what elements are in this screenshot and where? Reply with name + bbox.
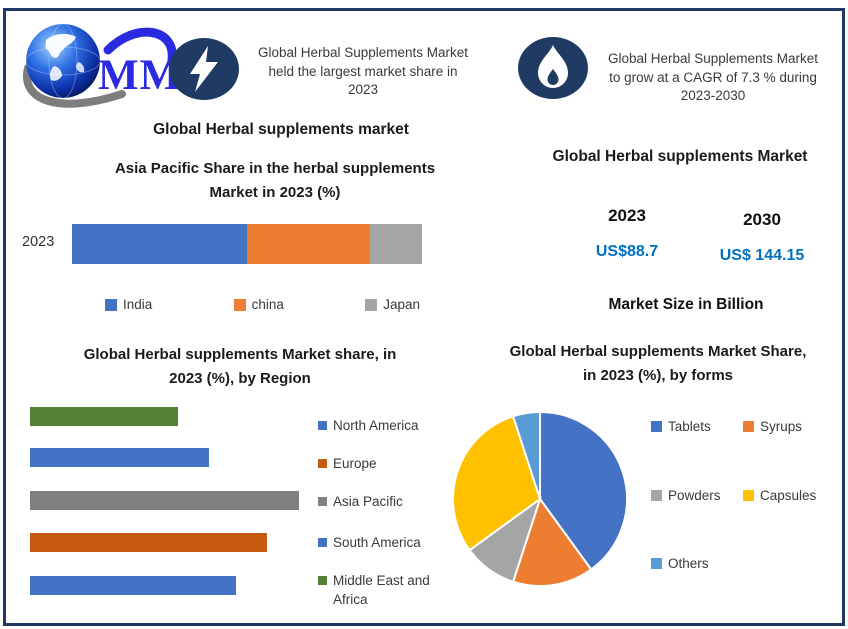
callout-line: 2023	[347, 82, 379, 97]
south-america-marker	[318, 538, 327, 547]
legend-label: Syrups	[760, 419, 803, 434]
legend-label: South America	[333, 535, 421, 550]
pie-slice-capsules	[452, 414, 542, 552]
tablets-marker	[651, 421, 662, 432]
europe-marker	[318, 459, 327, 468]
region-bar-europe	[30, 533, 267, 552]
region-bar-asia-pacific	[30, 491, 299, 510]
legend-item-syrups: Syrups	[743, 419, 802, 434]
stacked-chart-category-label: 2023	[22, 234, 55, 250]
japan-marker	[365, 298, 378, 311]
legend-item-tablets: Tablets	[651, 419, 711, 434]
capsules-marker	[743, 490, 754, 501]
pie-slice-tablets	[539, 410, 628, 571]
region-bar-plot	[30, 407, 430, 597]
left-panel-title: Global Herbal supplements market	[153, 121, 409, 138]
callout-largest-share: Global Herbal Supplements Market held the…	[243, 44, 483, 100]
globe-icon	[25, 23, 101, 99]
stacked-segment-japan	[369, 224, 422, 264]
stacked-chart-title: Asia Pacific Share in the herbal supplem…	[114, 160, 436, 201]
region-bar-north-america	[30, 576, 236, 595]
legend-item-india: India	[105, 297, 152, 312]
year-2023-value: US$88.7	[595, 243, 659, 260]
india-marker	[105, 298, 117, 311]
legend-item-middle-east-and-africa: Middle East and Africa	[318, 571, 449, 609]
lightning-icon	[169, 38, 239, 100]
callout-line: to grow at a CAGR of 7.3 % during	[609, 69, 817, 85]
syrups-marker	[743, 421, 754, 432]
legend-label: Others	[668, 556, 709, 571]
legend-label: Europe	[333, 456, 377, 471]
others-marker	[651, 558, 662, 569]
region-bar-south-america	[30, 448, 209, 467]
asia-pacific-marker	[318, 497, 327, 506]
legend-item-north-america: North America	[318, 416, 449, 435]
callout-line: Global Herbal Supplements Market	[607, 51, 819, 66]
pie-slice-syrups	[511, 496, 593, 587]
legend-item-others: Others	[651, 556, 709, 571]
legend-label: Tablets	[668, 419, 711, 434]
legend-item-powders: Powders	[651, 488, 721, 503]
market-size-caption: Market Size in Billion	[608, 296, 764, 313]
stacked-chart-legend: India china Japan	[105, 297, 420, 312]
legend-label: Japan	[383, 297, 420, 312]
year-2030-label: 2030	[743, 210, 781, 229]
legend-item-china: china	[233, 297, 284, 312]
legend-label: Powders	[668, 488, 721, 503]
callout-cagr: Global Herbal Supplements Market to grow …	[590, 50, 836, 106]
legend-item-asia-pacific: Asia Pacific	[318, 492, 449, 511]
year-2030-value: US$ 144.15	[719, 247, 805, 264]
legend-label: Capsules	[760, 488, 817, 503]
legend-label: Asia Pacific	[333, 494, 403, 509]
stacked-segment-china	[247, 224, 370, 264]
legend-item-europe: Europe	[318, 454, 449, 473]
flame-icon	[518, 37, 588, 99]
stacked-segment-india	[72, 224, 247, 264]
legend-item-capsules: Capsules	[743, 488, 816, 503]
callout-line: 2023-2030	[680, 88, 746, 103]
callout-line: Global Herbal Supplements Market	[257, 45, 469, 60]
legend-item-japan: Japan	[365, 297, 420, 312]
market-size-2023: 2023 US$88.7	[557, 206, 697, 261]
region-chart-legend: North America Europe Asia Pacific South Ame…	[318, 412, 438, 612]
year-2023-label: 2023	[608, 206, 646, 225]
middle-east-and-africa-marker	[318, 576, 327, 585]
legend-label: Middle East and Africa	[333, 573, 430, 607]
region-chart-title: Global Herbal supplements Market share, …	[83, 346, 397, 387]
pie-chart-legend: Tablets Syrups Powders Capsules Others	[651, 419, 841, 589]
market-size-2030: 2030 US$ 144.15	[692, 210, 832, 265]
legend-item-south-america: South America	[318, 533, 449, 552]
callout-line: held the largest market share in	[268, 63, 458, 79]
legend-label: china	[251, 297, 284, 312]
north-america-marker	[318, 421, 327, 430]
pie-slice-others	[511, 410, 541, 500]
legend-label: India	[123, 297, 153, 312]
china-marker	[233, 298, 246, 311]
legend-label: North America	[333, 418, 419, 433]
pie-chart	[452, 410, 628, 587]
stacked-bar	[72, 224, 422, 264]
logo-swoosh-icon	[22, 27, 177, 108]
powders-marker	[651, 490, 662, 501]
region-bar-middle-east-and-africa	[30, 407, 178, 426]
pie-chart-title: Global Herbal supplements Market Share, …	[509, 343, 807, 384]
right-panel-title: Global Herbal supplements Market	[552, 148, 808, 165]
